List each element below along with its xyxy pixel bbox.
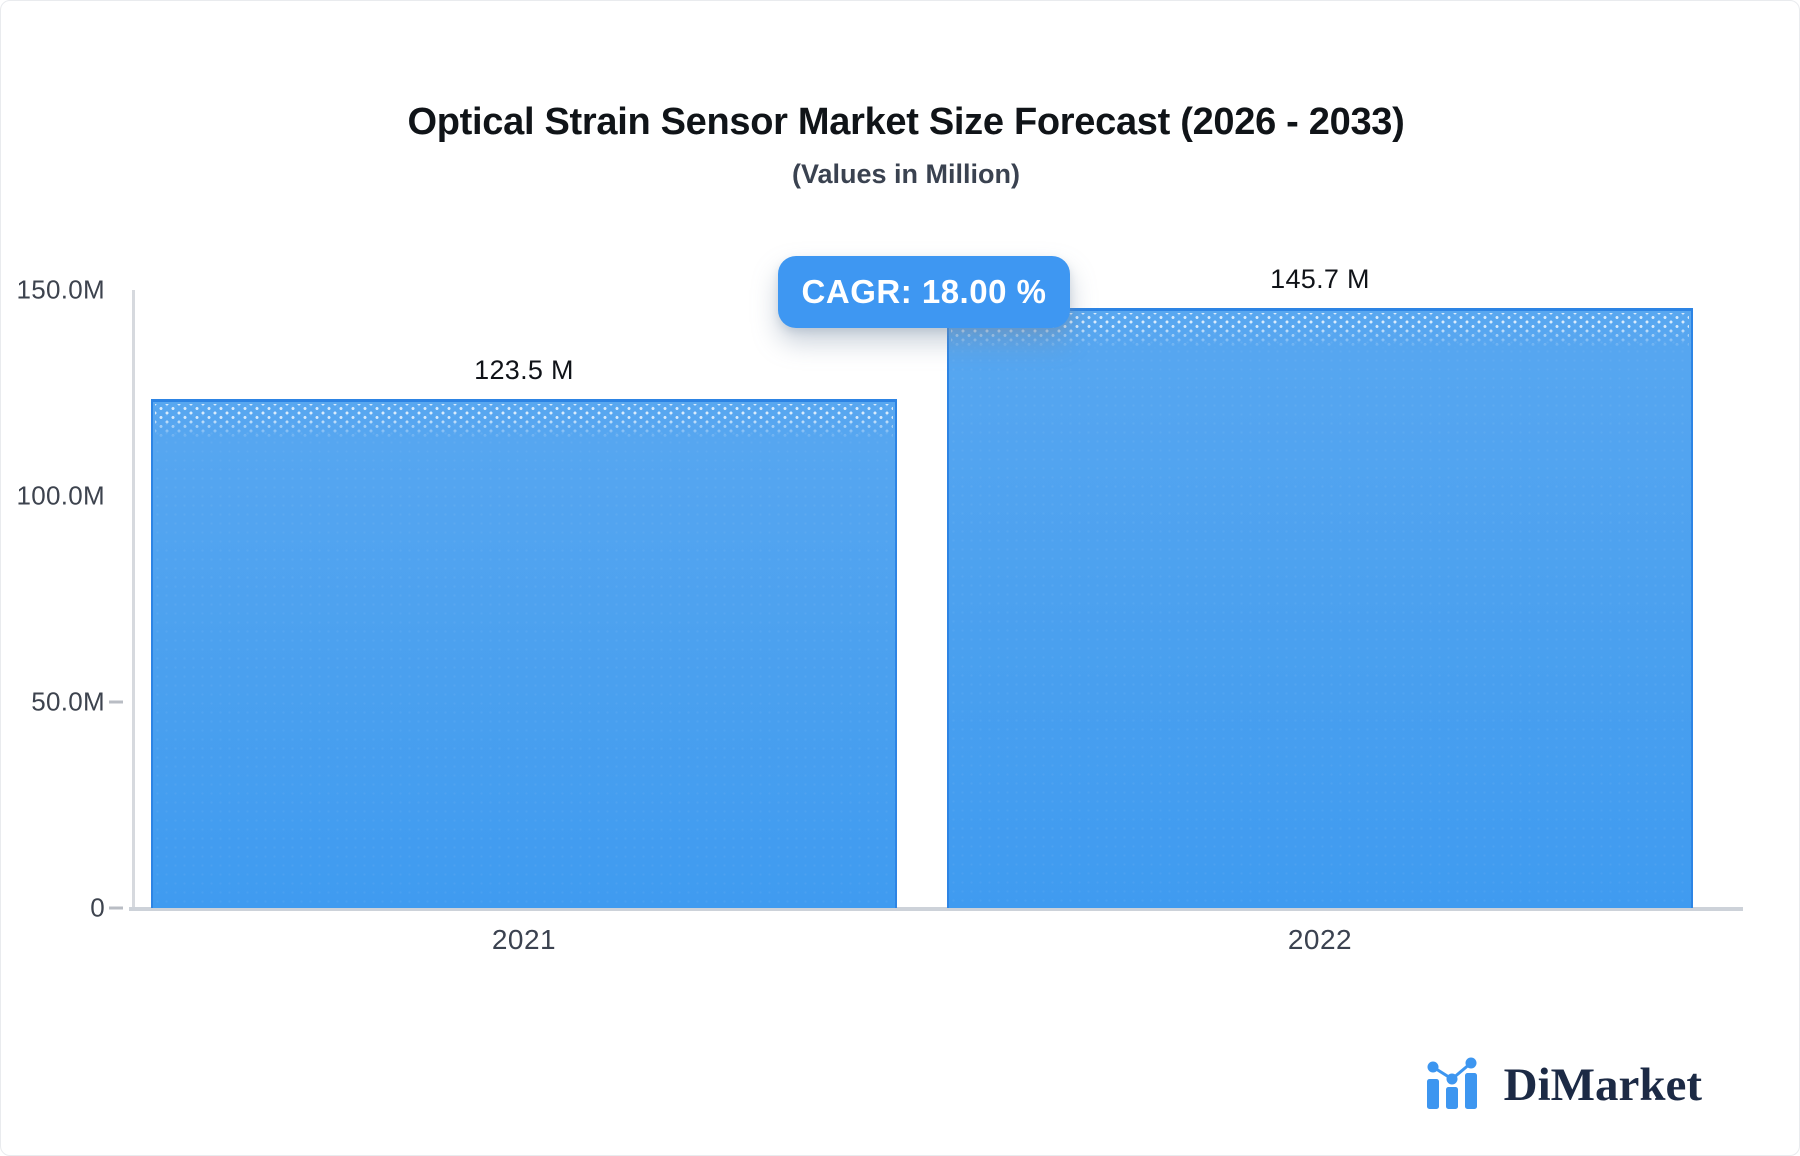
mini-bar-chart-icon <box>1426 1057 1477 1109</box>
y-axis-label: 50.0M <box>31 686 105 717</box>
brand-logo-text: DiMarket <box>1503 1059 1702 1111</box>
plot-area: 123.5 M 2021 145.7 M 2022 150.0M 100.0M 50.0M… <box>1 264 1799 955</box>
x-axis-label-2021: 2021 <box>491 924 557 955</box>
bar-slot-2022: 145.7 M 2022 <box>947 263 1693 955</box>
bar-2021[interactable] <box>151 399 897 908</box>
x-axis-line <box>129 907 1743 911</box>
chart-title: Optical Strain Sensor Market Size Foreca… <box>407 101 1405 143</box>
brand-logo: DiMarket <box>1426 1057 1702 1109</box>
cagr-badge-label: CAGR: 18.00 % <box>801 273 1047 310</box>
x-axis-label-2022: 2022 <box>1287 924 1353 955</box>
y-axis-label: 0 <box>90 892 105 923</box>
bar-2022[interactable] <box>947 307 1693 908</box>
y-axis-line <box>132 290 135 911</box>
cagr-badge: CAGR: 18.00 % <box>778 256 1070 328</box>
chart-subtitle: (Values in Million) <box>791 159 1021 189</box>
bar-value-label-2022: 145.7 M <box>1270 263 1370 294</box>
bar-value-label-2021: 123.5 M <box>474 355 574 386</box>
y-axis-tick <box>109 700 123 704</box>
y-axis-label: 150.0M <box>16 274 105 305</box>
y-axis-tick <box>109 906 123 910</box>
bar-slot-2021: 123.5 M 2021 <box>151 355 897 955</box>
bars-row: 123.5 M 2021 145.7 M 2022 <box>151 264 1693 955</box>
y-axis-label: 100.0M <box>16 480 105 511</box>
